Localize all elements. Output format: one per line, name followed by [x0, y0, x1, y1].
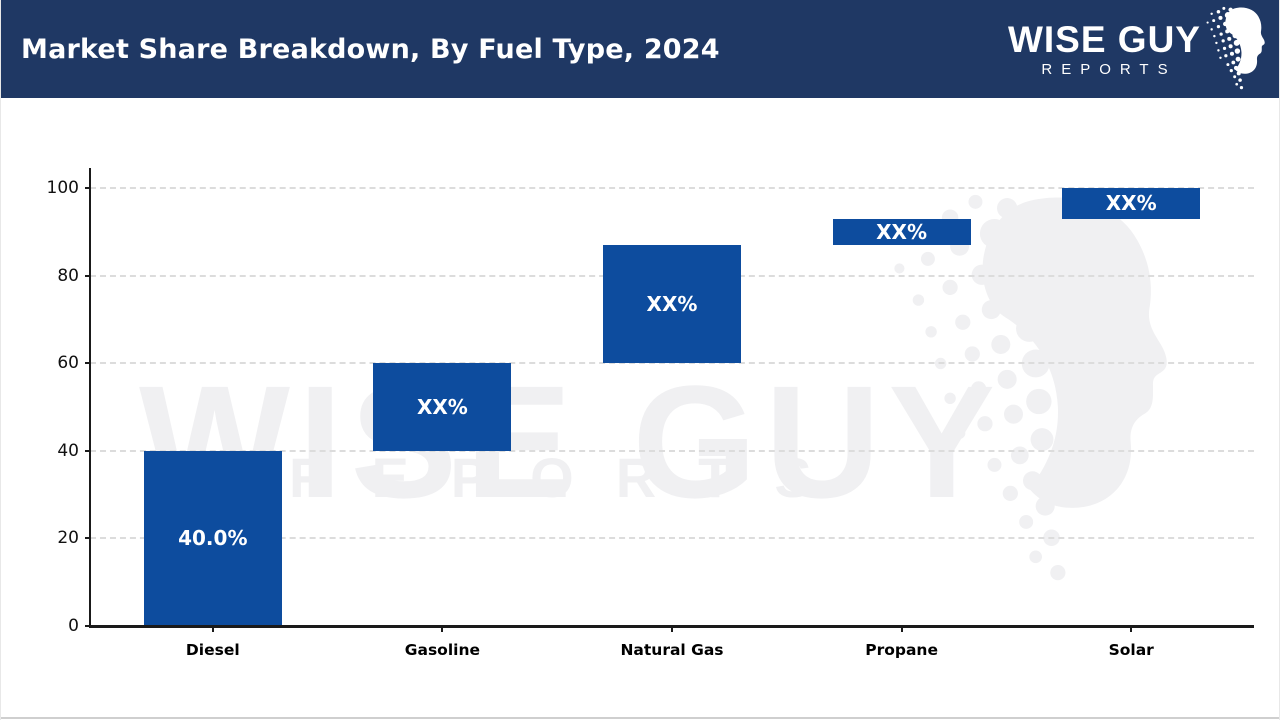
- y-tick-label: 20: [57, 528, 79, 549]
- gridline-40: [90, 449, 1254, 452]
- y-tick-100: [85, 187, 90, 189]
- x-tick-4: [1130, 627, 1133, 632]
- y-tick-label: 40: [57, 440, 79, 461]
- header-bar: Market Share Breakdown, By Fuel Type, 20…: [1, 0, 1279, 98]
- category-label: Solar: [1108, 641, 1154, 659]
- y-tick-label: 60: [57, 353, 79, 374]
- x-tick-2: [671, 627, 673, 632]
- bar-propane: XX%: [832, 218, 971, 245]
- logo-subtext: REPORTS: [1041, 61, 1177, 78]
- bar-gasoline: XX%: [373, 363, 512, 451]
- gridline-100: [90, 187, 1254, 189]
- bar-value-label: XX%: [876, 219, 928, 244]
- watermark-head-icon: [894, 194, 1167, 581]
- y-tick-0: [85, 625, 90, 627]
- gridline-60: [90, 362, 1254, 365]
- y-axis-line: [89, 168, 91, 628]
- category-label: Diesel: [185, 641, 240, 659]
- y-tick-60: [85, 362, 90, 365]
- y-tick-80: [85, 274, 90, 277]
- x-tick-3: [900, 627, 903, 632]
- y-tick-label: 0: [68, 616, 79, 636]
- x-axis-line: [89, 625, 1254, 628]
- bar-value-label: XX%: [646, 292, 698, 317]
- logo-head-icon: [1206, 6, 1265, 90]
- logo-text: WISE GUY REPORTS: [1008, 21, 1201, 77]
- bar-natural-gas: XX%: [603, 244, 741, 364]
- wiseguy-logo: WISE GUY REPORTS: [1008, 5, 1265, 93]
- bar-value-label: 40.0%: [178, 526, 248, 551]
- y-tick-label: 100: [46, 178, 79, 198]
- chart-title: Market Share Breakdown, By Fuel Type, 20…: [21, 33, 720, 65]
- y-tick-label: 80: [57, 265, 79, 286]
- bar-value-label: XX%: [416, 394, 468, 419]
- logo-wordmark: WISE GUY: [1007, 19, 1201, 60]
- category-label: Natural Gas: [620, 641, 724, 659]
- chart-area: WISE GUY REPORTS 0 20 40 60 80 100 40.0% Diesel…: [1, 98, 1279, 720]
- bar-diesel: 40.0%: [143, 450, 282, 626]
- x-tick-1: [441, 627, 444, 632]
- watermark-subtext: REPORTS: [289, 446, 854, 509]
- x-tick-0: [211, 627, 214, 632]
- category-label: Gasoline: [404, 641, 480, 659]
- y-tick-40: [85, 449, 90, 452]
- footer-rule: [1, 717, 1279, 719]
- category-label: Propane: [865, 641, 938, 659]
- bar-value-label: XX%: [1105, 191, 1157, 216]
- gridline-20: [90, 537, 1254, 540]
- y-tick-20: [85, 537, 90, 540]
- bar-solar: XX%: [1062, 188, 1201, 219]
